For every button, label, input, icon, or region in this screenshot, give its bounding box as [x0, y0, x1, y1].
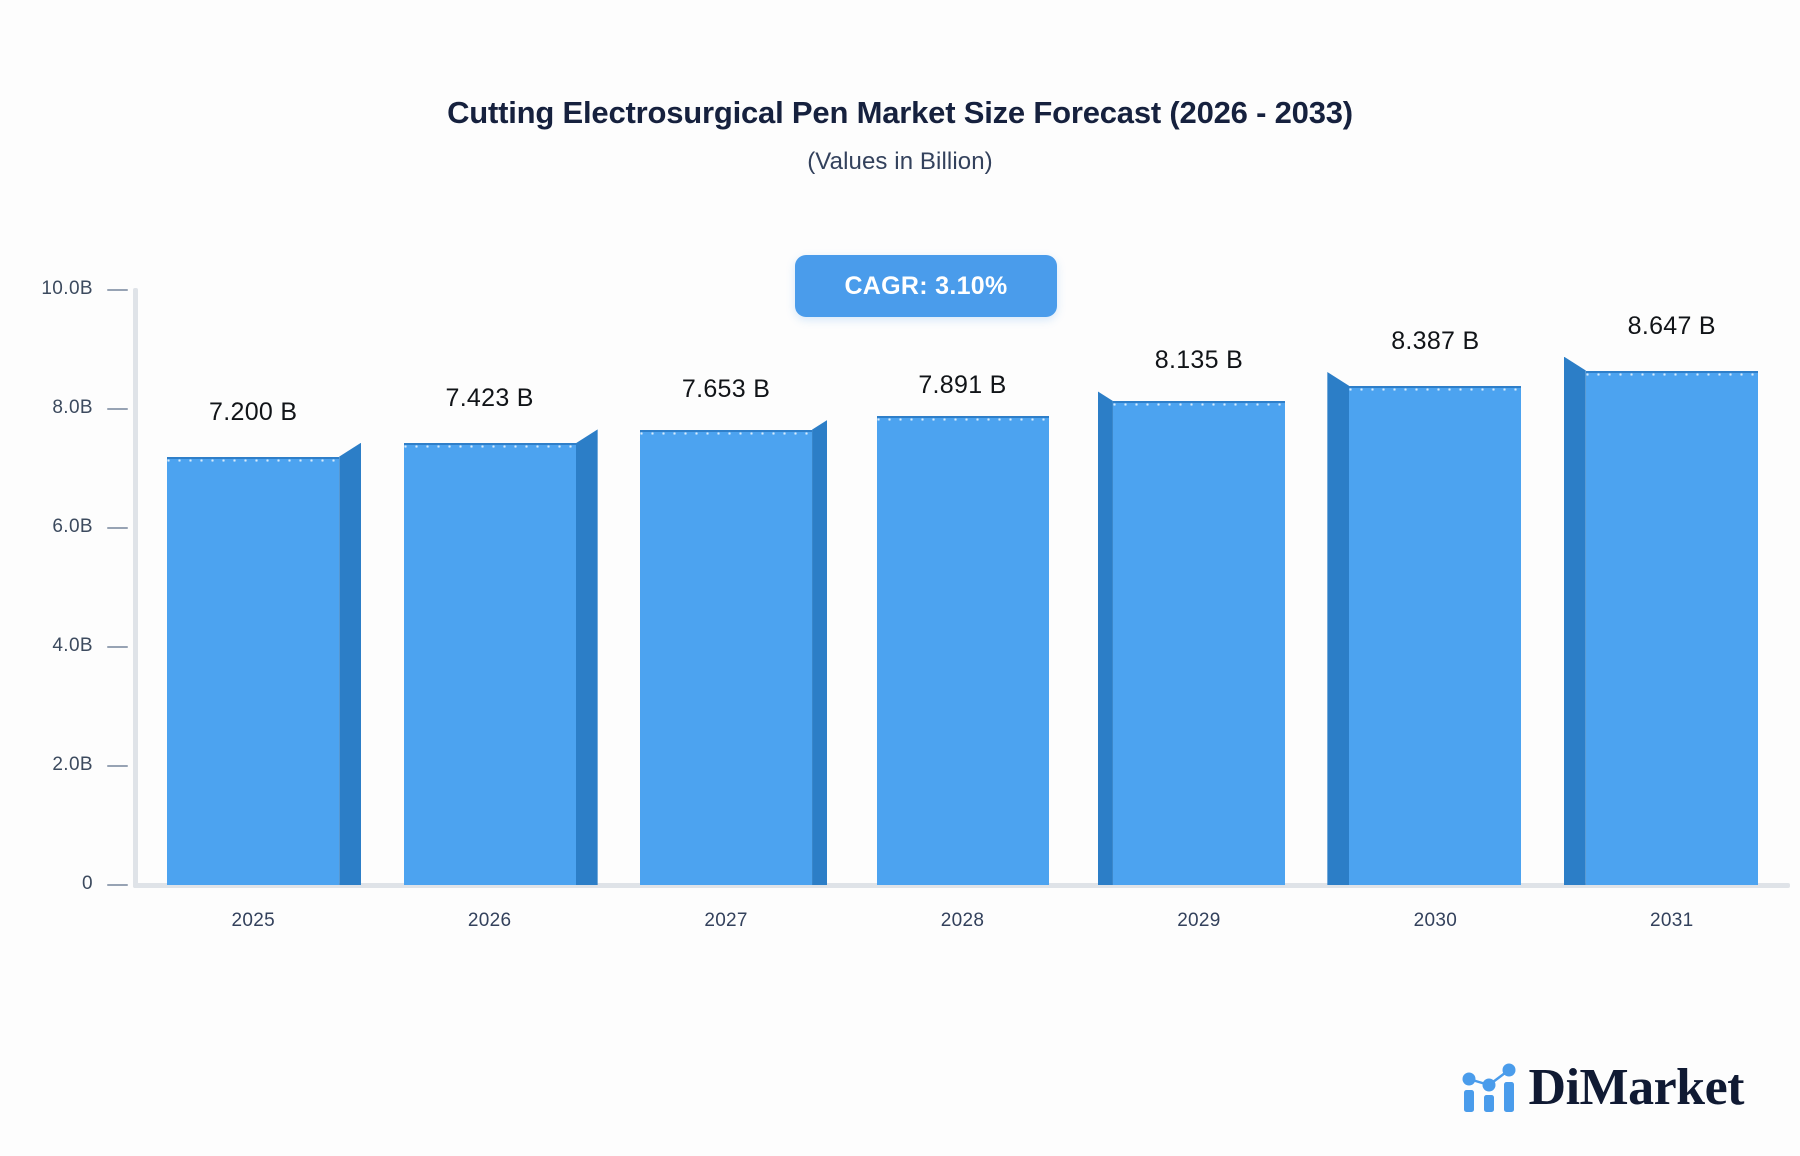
bar-side-face	[339, 442, 362, 885]
y-axis-line	[133, 288, 138, 888]
bar-front-face	[1585, 370, 1758, 885]
cagr-badge-label: CAGR: 3.10%	[844, 271, 1008, 300]
bar-2030[interactable]: 8.387 B	[1327, 0, 1543, 885]
bar-2027[interactable]: 7.653 B	[618, 0, 834, 885]
bar-side-face	[812, 420, 828, 885]
bar-2026[interactable]: 7.423 B	[382, 0, 598, 885]
bar-value-label: 8.647 B	[1627, 311, 1716, 340]
bar-value-label: 7.891 B	[918, 370, 1007, 399]
chart-subtitle: (Values in Billion)	[807, 148, 993, 176]
x-axis-label-2028: 2028	[940, 910, 985, 931]
y-axis-tick-mark	[107, 407, 128, 411]
bar-front-face	[876, 415, 1049, 885]
x-axis-label-2026: 2026	[467, 910, 512, 931]
y-axis-tick-label: 2.0B	[52, 754, 93, 775]
y-axis-tick-mark	[107, 645, 128, 649]
bar-side-face	[1097, 391, 1113, 885]
y-axis-tick-mark	[107, 288, 128, 292]
chart-header: Cutting Electrosurgical Pen Market Size …	[0, 0, 1800, 176]
bar-value-label: 7.200 B	[209, 397, 298, 426]
y-axis-tick-label: 6.0B	[52, 516, 93, 537]
bar-side-face	[1327, 371, 1350, 885]
bar-front-face	[403, 443, 576, 885]
cagr-badge: CAGR: 3.10%	[795, 255, 1057, 317]
bar-2028[interactable]: 7.891 B	[855, 0, 1071, 885]
bar-value-label: 7.653 B	[681, 375, 771, 404]
bar-side-face	[575, 429, 598, 885]
y-axis-tick-mark	[107, 526, 128, 530]
plot-area: 0 2.0B 4.0B 6.0B 8.0B 10.0B 7.200 B 7.423 B 7.6…	[41, 0, 1790, 931]
y-axis-tick-label: 10.0B	[41, 278, 93, 299]
bar-value-label: 7.423 B	[445, 384, 534, 413]
dimarket-logo: DiMarket	[1461, 1059, 1745, 1116]
bar-chart-icon	[1462, 1063, 1516, 1112]
bar-2029[interactable]: 8.135 B	[1091, 0, 1307, 885]
x-axis-label-2030: 2030	[1413, 910, 1458, 931]
x-axis-label-2031: 2031	[1650, 910, 1694, 931]
bar-value-label: 8.387 B	[1391, 326, 1480, 355]
y-axis-tick-label: 0	[82, 873, 93, 894]
x-axis-line	[133, 883, 1790, 888]
y-axis-tick-mark	[107, 883, 128, 887]
bar-value-label: 8.135 B	[1154, 346, 1244, 375]
x-axis-label-2029: 2029	[1177, 910, 1221, 931]
y-axis-tick-label: 8.0B	[52, 397, 93, 418]
y-axis-tick-mark	[107, 764, 128, 768]
bar-2025[interactable]: 7.200 B	[145, 0, 362, 885]
x-axis-label-2025: 2025	[231, 910, 275, 931]
x-axis-label-2027: 2027	[704, 910, 748, 931]
bar-2031[interactable]: 8.647 B	[1563, 0, 1780, 885]
bar-front-face	[640, 429, 813, 885]
logo-text: DiMarket	[1528, 1059, 1745, 1116]
chart-title: Cutting Electrosurgical Pen Market Size …	[447, 95, 1353, 130]
bar-front-face	[167, 456, 340, 885]
bar-side-face	[1563, 356, 1586, 885]
bar-front-face	[1349, 385, 1522, 885]
bars-layer: 7.200 B 7.423 B 7.653 B 7.891 B 8.135 B 8.387…	[145, 0, 1780, 885]
bar-front-face	[1112, 400, 1285, 885]
y-axis-tick-label: 4.0B	[52, 635, 93, 656]
